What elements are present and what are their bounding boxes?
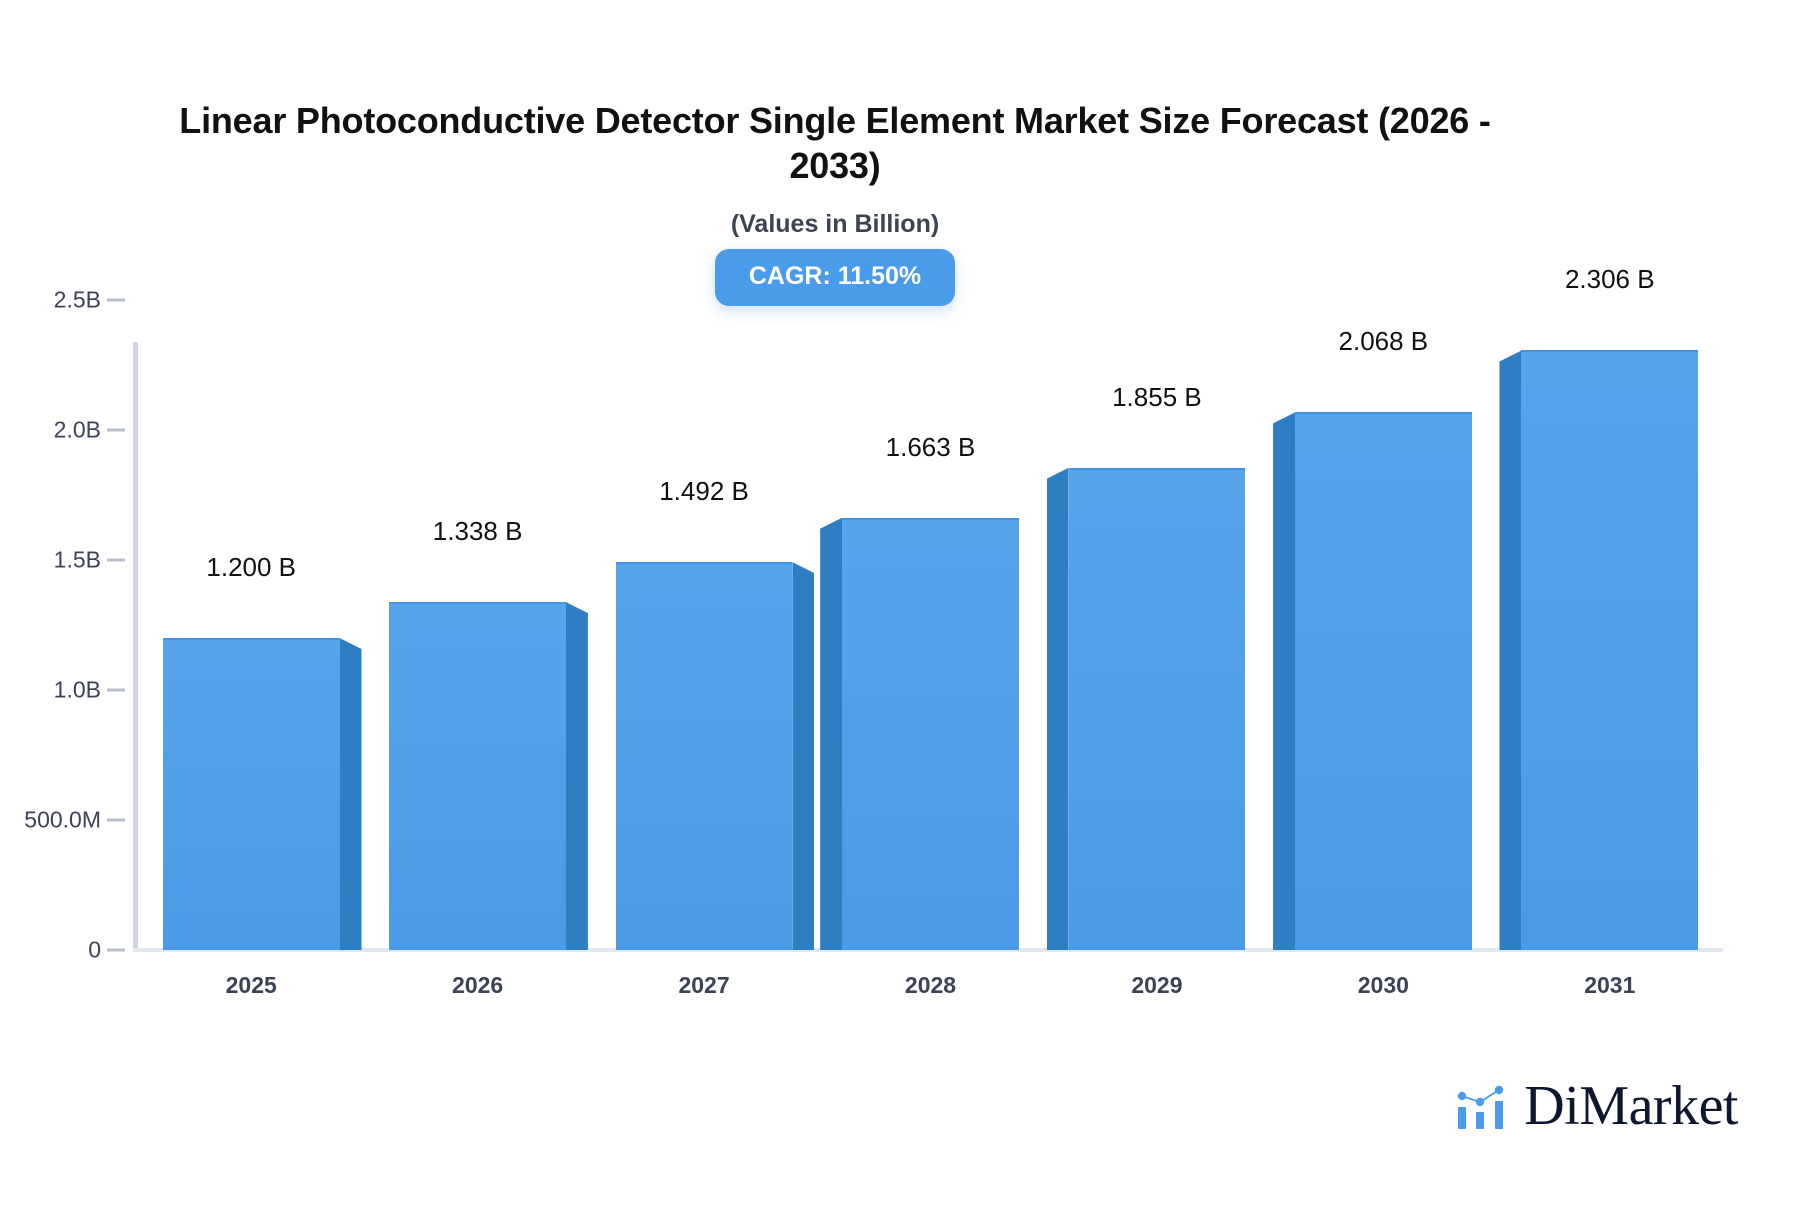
bar-front-face [615, 562, 793, 950]
x-axis-tick-label: 2026 [452, 972, 504, 998]
y-axis-tick: 1.5B [0, 547, 133, 574]
y-axis-tick: 500.0M [0, 807, 133, 834]
x-axis-tick-label: 2030 [1357, 972, 1409, 998]
x-axis-tick-label: 2028 [904, 972, 957, 998]
bar-side-face [820, 517, 843, 950]
bar-value-label: 1.492 B [659, 476, 749, 507]
bar-column[interactable] [820, 517, 1019, 950]
y-axis-tick-label: 2.0B [53, 416, 101, 443]
bar-front-face [1068, 467, 1246, 950]
y-axis-line [133, 342, 138, 952]
bar-column[interactable] [162, 638, 362, 950]
x-axis-tick-label: 2027 [678, 972, 730, 998]
bar-value-label: 1.338 B [432, 516, 523, 547]
bar-2028[interactable]: 1.663 B [820, 300, 1019, 950]
x-axis-line [133, 948, 1723, 952]
y-axis-tick-mark [107, 948, 125, 952]
bar-value-label: 2.306 B [1564, 264, 1655, 295]
y-axis-tick-mark [107, 428, 125, 432]
bar-side-face [1499, 350, 1522, 950]
bar-front-face [1295, 412, 1472, 950]
bar-side-face [1273, 412, 1296, 950]
bar-2030[interactable]: 2.068 B [1273, 300, 1472, 950]
y-axis-tick-mark [107, 558, 125, 562]
chart-header: Linear Photoconductive Detector Single E… [0, 0, 1800, 306]
bar-value-label: 1.663 B [885, 431, 976, 462]
bar-value-label: 1.200 B [206, 552, 297, 582]
bar-side-face [339, 638, 362, 950]
cagr-badge: CAGR: 11.50% [714, 249, 956, 306]
bar-value-label: 1.855 B [1112, 381, 1202, 412]
y-axis-tick-label: 1.5B [53, 546, 101, 573]
y-axis-tick-mark [107, 818, 125, 822]
y-axis-tick: 1.0B [0, 677, 133, 704]
bar-column[interactable] [389, 602, 588, 950]
bar-front-face [162, 638, 340, 950]
bar-2031[interactable]: 2.306 B [1499, 264, 1699, 950]
bar-side-face [792, 562, 815, 950]
page-title: Linear Photoconductive Detector Single E… [179, 100, 1491, 186]
dimarket-logo: DiMarket [1456, 1078, 1738, 1134]
bar-2029[interactable]: 1.855 B [1046, 300, 1246, 950]
bar-column[interactable] [1046, 467, 1246, 950]
bar-side-face [1046, 467, 1069, 950]
bar-chart-icon [1458, 1085, 1504, 1129]
y-axis-tick-label: 2.5B [53, 286, 101, 313]
x-axis-tick-label: 2031 [1584, 972, 1636, 998]
bar-side-face [565, 602, 588, 950]
y-axis-tick-mark [107, 688, 125, 692]
y-axis-tick: 0 [0, 937, 133, 964]
bar-column[interactable] [1273, 412, 1472, 950]
bar-2025[interactable]: 1.200 B [162, 300, 362, 950]
bar-front-face [1521, 350, 1699, 950]
x-axis-tick-label: 2029 [1131, 972, 1183, 998]
bar-2026[interactable]: 1.338 B [389, 300, 588, 950]
y-axis-tick: 2.0B [0, 417, 133, 444]
y-axis-tick-label: 1.0B [53, 676, 101, 703]
x-axis-tick-label: 2025 [225, 972, 277, 998]
cagr-badge-container: CAGR: 11.50% [0, 239, 1800, 306]
chart-subtitle: (Values in Billion) [730, 210, 940, 238]
y-axis-tick-label: 0 [88, 936, 101, 963]
bar-front-face [389, 602, 566, 950]
bar-column[interactable] [615, 562, 815, 950]
logo-wordmark: DiMarket [1524, 1075, 1738, 1137]
bar-front-face [842, 517, 1019, 950]
y-axis-tick-label: 500.0M [24, 806, 101, 833]
bar-series: 1.200 B 1.338 B 1.492 B 1.663 B 1.855 B 2.068… [138, 264, 1723, 950]
y-axis-tick: 2.5B [0, 287, 133, 314]
bar-2027[interactable]: 1.492 B [615, 300, 815, 950]
bar-value-label: 2.068 B [1338, 326, 1429, 357]
bar-column[interactable] [1499, 350, 1699, 950]
y-axis-tick-mark [107, 298, 125, 302]
